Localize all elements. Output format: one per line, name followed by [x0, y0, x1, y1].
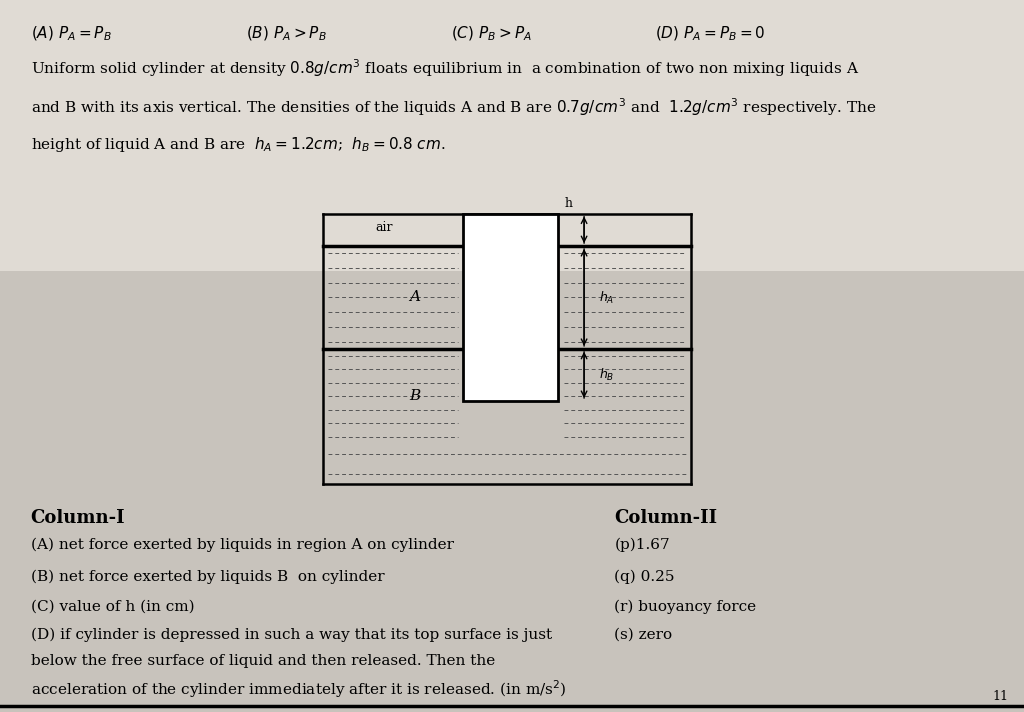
Text: A: A	[410, 290, 420, 305]
Text: $(A)$ $P_A=P_B$: $(A)$ $P_A=P_B$	[31, 25, 112, 43]
Bar	[0, 0, 1024, 271]
Text: Column-I: Column-I	[31, 509, 125, 527]
Text: B: B	[410, 389, 420, 403]
Text: (p)1.67: (p)1.67	[614, 538, 670, 552]
Text: $(B)$ $P_A>P_B$: $(B)$ $P_A>P_B$	[246, 25, 327, 43]
Text: $h_B$: $h_B$	[599, 367, 614, 383]
Text: (q) 0.25: (q) 0.25	[614, 570, 675, 584]
Text: air: air	[375, 221, 393, 234]
Text: (s) zero: (s) zero	[614, 628, 673, 642]
Text: (A) net force exerted by liquids in region A on cylinder: (A) net force exerted by liquids in regi…	[31, 538, 454, 552]
Text: 11: 11	[992, 691, 1009, 703]
Text: $h_A$: $h_A$	[599, 289, 614, 305]
Text: and B with its axis vertical. The densities of the liquids A and B are $0.7g/cm^: and B with its axis vertical. The densit…	[31, 96, 876, 117]
Text: acceleration of the cylinder immediately after it is released. (in m/s$^2$): acceleration of the cylinder immediately…	[31, 678, 566, 699]
Bar	[463, 214, 558, 401]
Text: (D) if cylinder is depressed in such a way that its top surface is just: (D) if cylinder is depressed in such a w…	[31, 628, 552, 642]
Text: $(C)$ $P_B>P_A$: $(C)$ $P_B>P_A$	[451, 25, 531, 43]
Text: height of liquid A and B are  $h_A=1.2cm$;  $h_B=0.8\ cm$.: height of liquid A and B are $h_A=1.2cm$…	[31, 135, 445, 155]
Text: Column-II: Column-II	[614, 509, 718, 527]
Text: (B) net force exerted by liquids B  on cylinder: (B) net force exerted by liquids B on cy…	[31, 570, 384, 584]
Text: h: h	[564, 197, 572, 210]
Text: (r) buoyancy force: (r) buoyancy force	[614, 600, 757, 614]
Text: (C) value of h (in cm): (C) value of h (in cm)	[31, 600, 195, 614]
Text: $(D)$ $P_A=P_B=0$: $(D)$ $P_A=P_B=0$	[655, 25, 766, 43]
Text: Uniform solid cylinder at density $0.8g/cm^3$ floats equilibrium in  a combinati: Uniform solid cylinder at density $0.8g/…	[31, 57, 859, 78]
Text: below the free surface of liquid and then released. Then the: below the free surface of liquid and the…	[31, 654, 495, 668]
